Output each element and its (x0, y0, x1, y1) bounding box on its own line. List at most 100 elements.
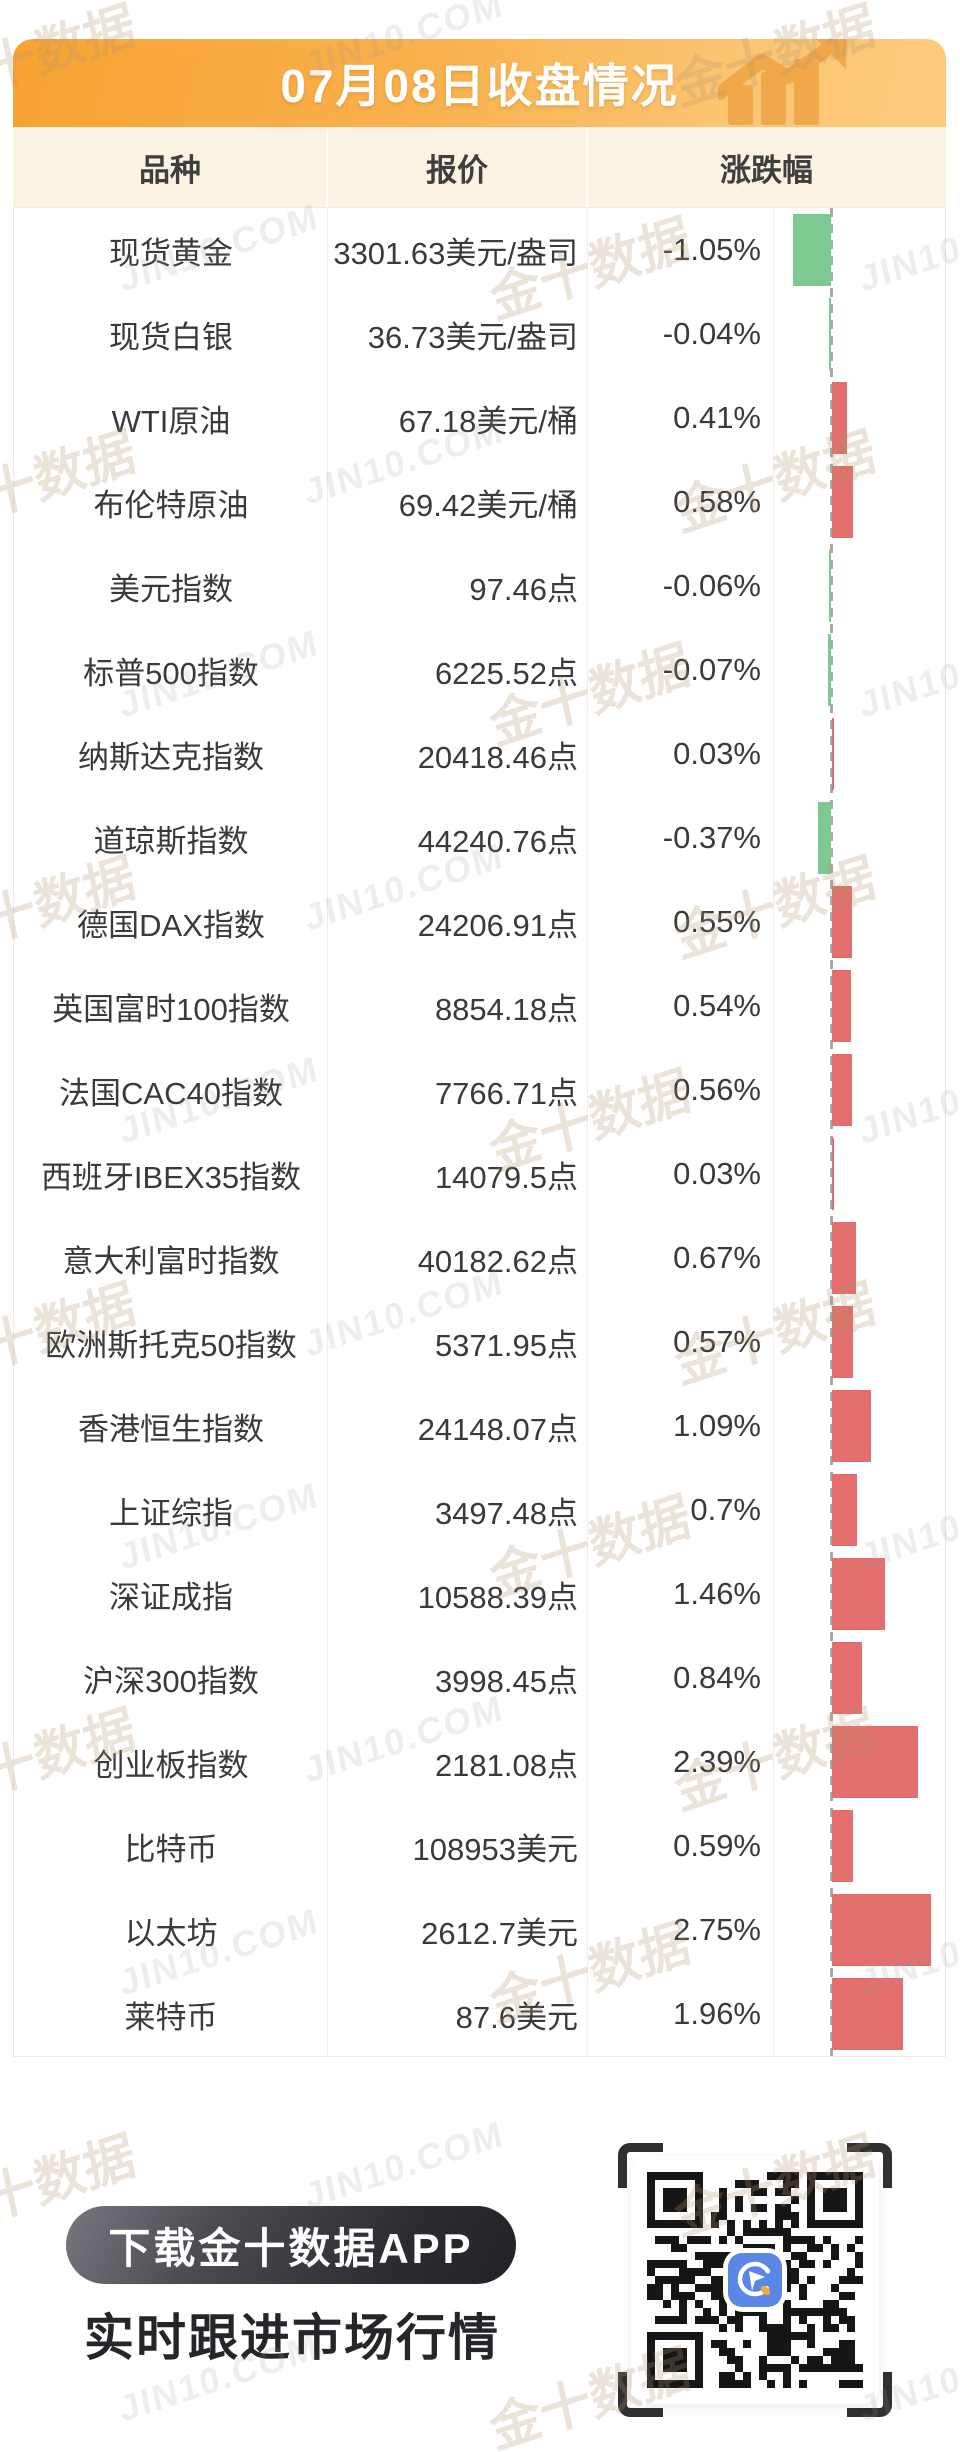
change-bar-zone (774, 1132, 947, 1216)
table-row: 沪深300指数 3998.45点 0.84% (14, 1636, 945, 1720)
table-body: 现货黄金 3301.63美元/盎司 -1.05% 现货白银 36.73美元/盎司 -0.0… (13, 207, 946, 2057)
instrument-change: 0.67% (673, 1240, 761, 1275)
column-header-variety: 品种 (139, 152, 201, 188)
table-row: 上证综指 3497.48点 0.7% (14, 1468, 945, 1552)
instrument-change: 0.58% (673, 484, 761, 519)
instrument-change: 0.7% (690, 1492, 761, 1527)
instrument-name: 欧洲斯托克50指数 (45, 1327, 297, 1363)
instrument-quote: 5371.95点 (434, 1327, 578, 1363)
instrument-change: 0.03% (673, 1156, 761, 1191)
change-bar-zone (774, 1384, 947, 1468)
table-row: 英国富时100指数 8854.18点 0.54% (14, 964, 945, 1048)
instrument-name: 以太坊 (124, 1915, 218, 1951)
instrument-name: 莱特币 (124, 1999, 218, 2035)
qr-code-image (647, 2172, 863, 2388)
down-bar (828, 634, 831, 706)
instrument-change: -1.05% (662, 232, 761, 267)
up-bar (832, 1894, 931, 1966)
column-divider (327, 208, 328, 2056)
instrument-name: 创业板指数 (93, 1747, 249, 1783)
qr-corner-bracket (847, 2143, 892, 2188)
table-row: 美元指数 97.46点 -0.06% (14, 544, 945, 628)
table-row: 欧洲斯托克50指数 5371.95点 0.57% (14, 1300, 945, 1384)
instrument-quote: 67.18美元/桶 (398, 403, 578, 439)
change-bar-zone (774, 460, 947, 544)
instrument-name: 现货白银 (109, 319, 233, 355)
table-row: 以太坊 2612.7美元 2.75% (14, 1888, 945, 1972)
jin10-app-logo (723, 2248, 787, 2312)
change-bar-zone (774, 1804, 947, 1888)
column-header-quote: 报价 (426, 152, 488, 188)
down-bar (818, 802, 831, 874)
down-bar (829, 298, 831, 370)
column-divider (586, 127, 588, 207)
instrument-change: 2.39% (673, 1744, 761, 1779)
instrument-name: 纳斯达克指数 (78, 739, 264, 775)
column-divider (587, 208, 588, 2056)
instrument-quote: 7766.71点 (434, 1075, 578, 1111)
instrument-change: 0.84% (673, 1660, 761, 1695)
instrument-quote: 24206.91点 (417, 907, 578, 943)
table-row: 西班牙IBEX35指数 14079.5点 0.03% (14, 1132, 945, 1216)
change-bar-zone (774, 1048, 947, 1132)
instrument-quote: 24148.07点 (417, 1411, 578, 1447)
qr-corner-bracket (847, 2372, 892, 2417)
change-bar-zone (774, 1972, 947, 2056)
up-bar (832, 886, 852, 958)
instrument-quote: 8854.18点 (434, 991, 578, 1027)
instrument-quote: 10588.39点 (417, 1579, 578, 1615)
change-bar-zone (774, 1468, 947, 1552)
table-row: 意大利富时指数 40182.62点 0.67% (14, 1216, 945, 1300)
up-bar (832, 1726, 918, 1798)
instrument-name: 德国DAX指数 (77, 907, 265, 943)
change-bar-zone (774, 628, 947, 712)
instrument-name: 美元指数 (109, 571, 233, 607)
instrument-quote: 36.73美元/盎司 (367, 319, 578, 355)
change-bar-zone (774, 544, 947, 628)
instrument-change: 0.55% (673, 904, 761, 939)
jin10-app-logo-tile (728, 2253, 782, 2307)
instrument-quote: 69.42美元/桶 (398, 487, 578, 523)
qr-corner-bracket (618, 2143, 663, 2188)
instrument-change: 1.96% (673, 1996, 761, 2031)
column-header-change: 涨跌幅 (720, 152, 813, 188)
up-bar (832, 1558, 885, 1630)
table-row: 道琼斯指数 44240.76点 -0.37% (14, 796, 945, 880)
change-bar-zone (774, 1720, 947, 1804)
instrument-change: 0.41% (673, 400, 761, 435)
instrument-name: 布伦特原油 (93, 487, 249, 523)
up-bar (832, 1138, 834, 1210)
up-bar (832, 1222, 856, 1294)
instrument-quote: 40182.62点 (417, 1243, 578, 1279)
change-bar-zone (774, 1636, 947, 1720)
instrument-name: 沪深300指数 (83, 1663, 259, 1699)
qr-corner-bracket (618, 2372, 663, 2417)
change-bar-zone (774, 376, 947, 460)
jin10-compass-icon (737, 2261, 773, 2297)
down-bar (793, 214, 831, 286)
table-row: 法国CAC40指数 7766.71点 0.56% (14, 1048, 945, 1132)
table-row: 深证成指 10588.39点 1.46% (14, 1552, 945, 1636)
instrument-name: 英国富时100指数 (52, 991, 290, 1027)
instrument-change: 1.09% (673, 1408, 761, 1443)
instrument-name: 道琼斯指数 (93, 823, 249, 859)
page-title: 07月08日收盘情况 (280, 60, 679, 112)
instrument-quote: 87.6美元 (455, 1999, 578, 2035)
instrument-change: 0.54% (673, 988, 761, 1023)
instrument-name: 标普500指数 (83, 655, 259, 691)
change-bar-zone (774, 1216, 947, 1300)
instrument-name: WTI原油 (111, 403, 231, 439)
change-bar-zone (774, 292, 947, 376)
instrument-change: -0.06% (662, 568, 761, 603)
table-row: 现货黄金 3301.63美元/盎司 -1.05% (14, 208, 945, 292)
instrument-quote: 97.46点 (469, 571, 578, 607)
column-divider (326, 127, 328, 207)
instrument-name: 西班牙IBEX35指数 (40, 1159, 302, 1195)
instrument-change: -0.07% (662, 652, 761, 687)
download-app-button[interactable]: 下载金十数据APP (66, 2206, 516, 2284)
down-bar (829, 550, 831, 622)
instrument-name: 法国CAC40指数 (59, 1075, 283, 1111)
table-row: 现货白银 36.73美元/盎司 -0.04% (14, 292, 945, 376)
instrument-name: 香港恒生指数 (78, 1411, 264, 1447)
up-bar (832, 970, 851, 1042)
